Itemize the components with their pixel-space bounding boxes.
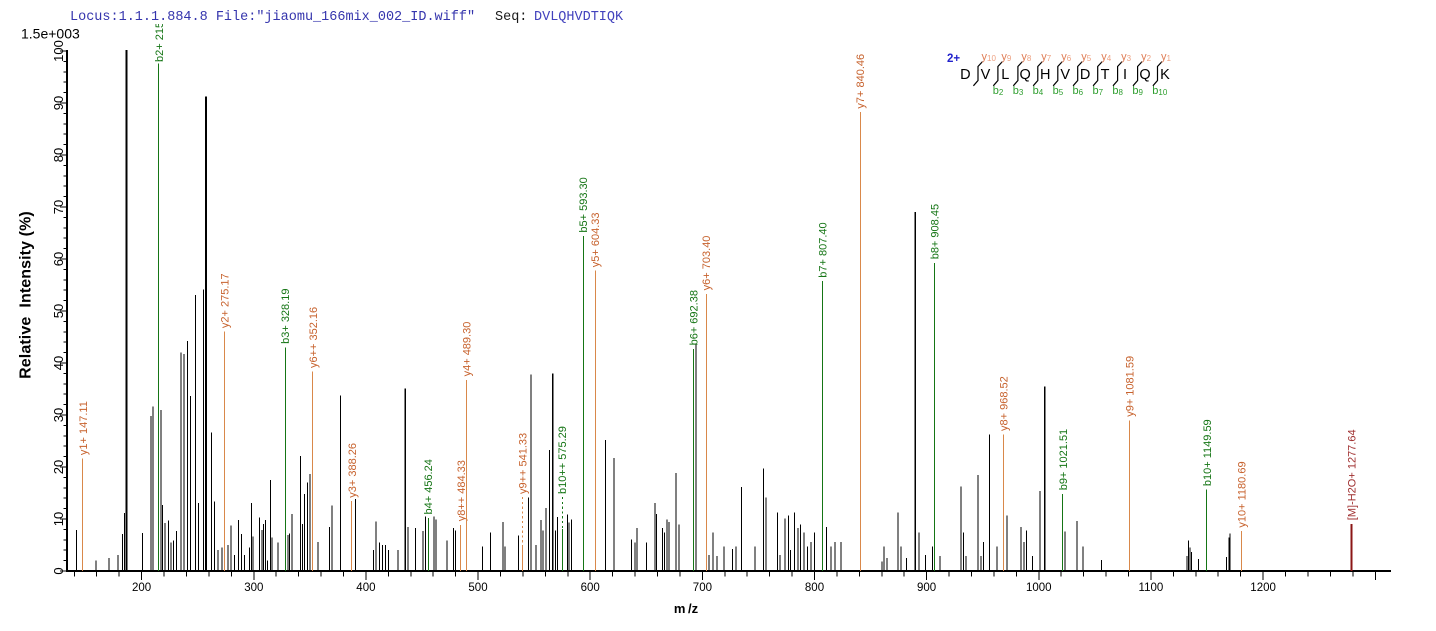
svg-text:V: V bbox=[981, 67, 991, 83]
svg-text:700: 700 bbox=[693, 582, 712, 594]
svg-text:10: 10 bbox=[51, 512, 66, 526]
svg-text:60: 60 bbox=[51, 252, 66, 266]
svg-text:Q: Q bbox=[1139, 67, 1150, 83]
svg-text:y7: y7 bbox=[1041, 51, 1052, 63]
svg-text:50: 50 bbox=[51, 304, 66, 318]
svg-text:400: 400 bbox=[356, 582, 375, 594]
svg-text:[M]-H2O+ 1277.64: [M]-H2O+ 1277.64 bbox=[1346, 429, 1358, 520]
svg-text:y3: y3 bbox=[1121, 51, 1132, 63]
svg-text:b7: b7 bbox=[1093, 85, 1104, 97]
svg-text:DVLQHVDTIQK: DVLQHVDTIQK bbox=[534, 10, 624, 25]
svg-text:y4+ 489.30: y4+ 489.30 bbox=[461, 322, 473, 377]
svg-text:100: 100 bbox=[51, 40, 66, 62]
svg-text:0: 0 bbox=[51, 567, 66, 574]
svg-text:20: 20 bbox=[51, 460, 66, 474]
svg-text:90: 90 bbox=[51, 96, 66, 110]
svg-text:y6: y6 bbox=[1061, 51, 1072, 63]
svg-text:m /z: m /z bbox=[674, 601, 699, 616]
svg-text:b7+ 807.40: b7+ 807.40 bbox=[817, 222, 829, 277]
svg-text:b9: b9 bbox=[1132, 85, 1143, 97]
svg-text:Q: Q bbox=[1020, 67, 1031, 83]
svg-text:600: 600 bbox=[581, 582, 600, 594]
svg-text:y8++ 484.33: y8++ 484.33 bbox=[456, 460, 468, 521]
svg-text:y5: y5 bbox=[1081, 51, 1092, 63]
svg-text:y8+ 968.52: y8+ 968.52 bbox=[998, 376, 1010, 431]
svg-text:y10+ 1180.69: y10+ 1180.69 bbox=[1237, 461, 1249, 527]
svg-text:y9++ 541.33: y9++ 541.33 bbox=[517, 433, 529, 494]
svg-text:80: 80 bbox=[51, 148, 66, 162]
svg-text:y1+ 147.11: y1+ 147.11 bbox=[78, 401, 90, 455]
svg-text:b10++ 575.29: b10++ 575.29 bbox=[557, 426, 569, 494]
svg-text:b6: b6 bbox=[1073, 85, 1084, 97]
svg-text:200: 200 bbox=[132, 582, 151, 594]
svg-text:y10: y10 bbox=[982, 51, 997, 63]
svg-text:1100: 1100 bbox=[1139, 582, 1164, 594]
svg-text:y1: y1 bbox=[1161, 51, 1172, 63]
svg-text:b9+ 1021.51: b9+ 1021.51 bbox=[1058, 429, 1070, 490]
svg-text:Locus:1.1.1.884.8 File:"jiaomu: Locus:1.1.1.884.8 File:"jiaomu_166mix_00… bbox=[70, 10, 475, 25]
svg-text:V: V bbox=[1060, 67, 1070, 83]
svg-text:D: D bbox=[960, 67, 970, 83]
svg-text:1200: 1200 bbox=[1250, 582, 1276, 594]
svg-text:70: 70 bbox=[51, 200, 66, 214]
svg-text:K: K bbox=[1160, 67, 1170, 83]
svg-text:y6+ 703.40: y6+ 703.40 bbox=[701, 236, 713, 291]
svg-text:40: 40 bbox=[51, 356, 66, 370]
svg-text:Seq:: Seq: bbox=[495, 10, 527, 25]
svg-text:y2+ 275.17: y2+ 275.17 bbox=[220, 273, 232, 328]
svg-text:H: H bbox=[1040, 67, 1050, 83]
svg-text:y2: y2 bbox=[1141, 51, 1152, 63]
svg-text:300: 300 bbox=[244, 582, 263, 594]
svg-text:y8: y8 bbox=[1021, 51, 1032, 63]
svg-text:y7+ 840.46: y7+ 840.46 bbox=[855, 54, 867, 109]
svg-text:b5+ 593.30: b5+ 593.30 bbox=[578, 177, 590, 232]
svg-text:b3: b3 bbox=[1013, 85, 1024, 97]
svg-text:T: T bbox=[1101, 67, 1110, 83]
svg-text:I: I bbox=[1123, 67, 1127, 83]
svg-text:b2: b2 bbox=[993, 85, 1004, 97]
svg-text:500: 500 bbox=[468, 582, 487, 594]
svg-text:b6+ 692.38: b6+ 692.38 bbox=[689, 290, 701, 345]
svg-text:y6++ 352.16: y6++ 352.16 bbox=[308, 307, 320, 368]
svg-text:800: 800 bbox=[805, 582, 824, 594]
svg-text:1000: 1000 bbox=[1026, 582, 1052, 594]
svg-text:y5+ 604.33: y5+ 604.33 bbox=[590, 212, 602, 267]
svg-text:b8+ 908.45: b8+ 908.45 bbox=[930, 204, 942, 259]
svg-text:y3+ 388.26: y3+ 388.26 bbox=[347, 443, 359, 498]
svg-text:b10+ 1149.59: b10+ 1149.59 bbox=[1202, 419, 1214, 486]
svg-text:b10: b10 bbox=[1152, 85, 1168, 97]
svg-text:30: 30 bbox=[51, 408, 66, 422]
svg-text:D: D bbox=[1080, 67, 1090, 83]
svg-text:b8: b8 bbox=[1112, 85, 1123, 97]
svg-text:y9: y9 bbox=[1001, 51, 1012, 63]
svg-text:1.5e+003: 1.5e+003 bbox=[21, 26, 80, 42]
svg-text:Relative Intensity (%): Relative Intensity (%) bbox=[18, 211, 35, 379]
svg-text:900: 900 bbox=[917, 582, 936, 594]
svg-text:y4: y4 bbox=[1101, 51, 1112, 63]
svg-text:L: L bbox=[1001, 67, 1009, 83]
svg-text:b3+ 328.19: b3+ 328.19 bbox=[280, 289, 292, 344]
svg-text:b4+ 456.24: b4+ 456.24 bbox=[423, 459, 435, 514]
svg-text:y9+ 1081.59: y9+ 1081.59 bbox=[1125, 356, 1137, 417]
svg-text:b5: b5 bbox=[1053, 85, 1064, 97]
svg-text:b4: b4 bbox=[1033, 85, 1044, 97]
svg-text:2+: 2+ bbox=[947, 53, 960, 65]
